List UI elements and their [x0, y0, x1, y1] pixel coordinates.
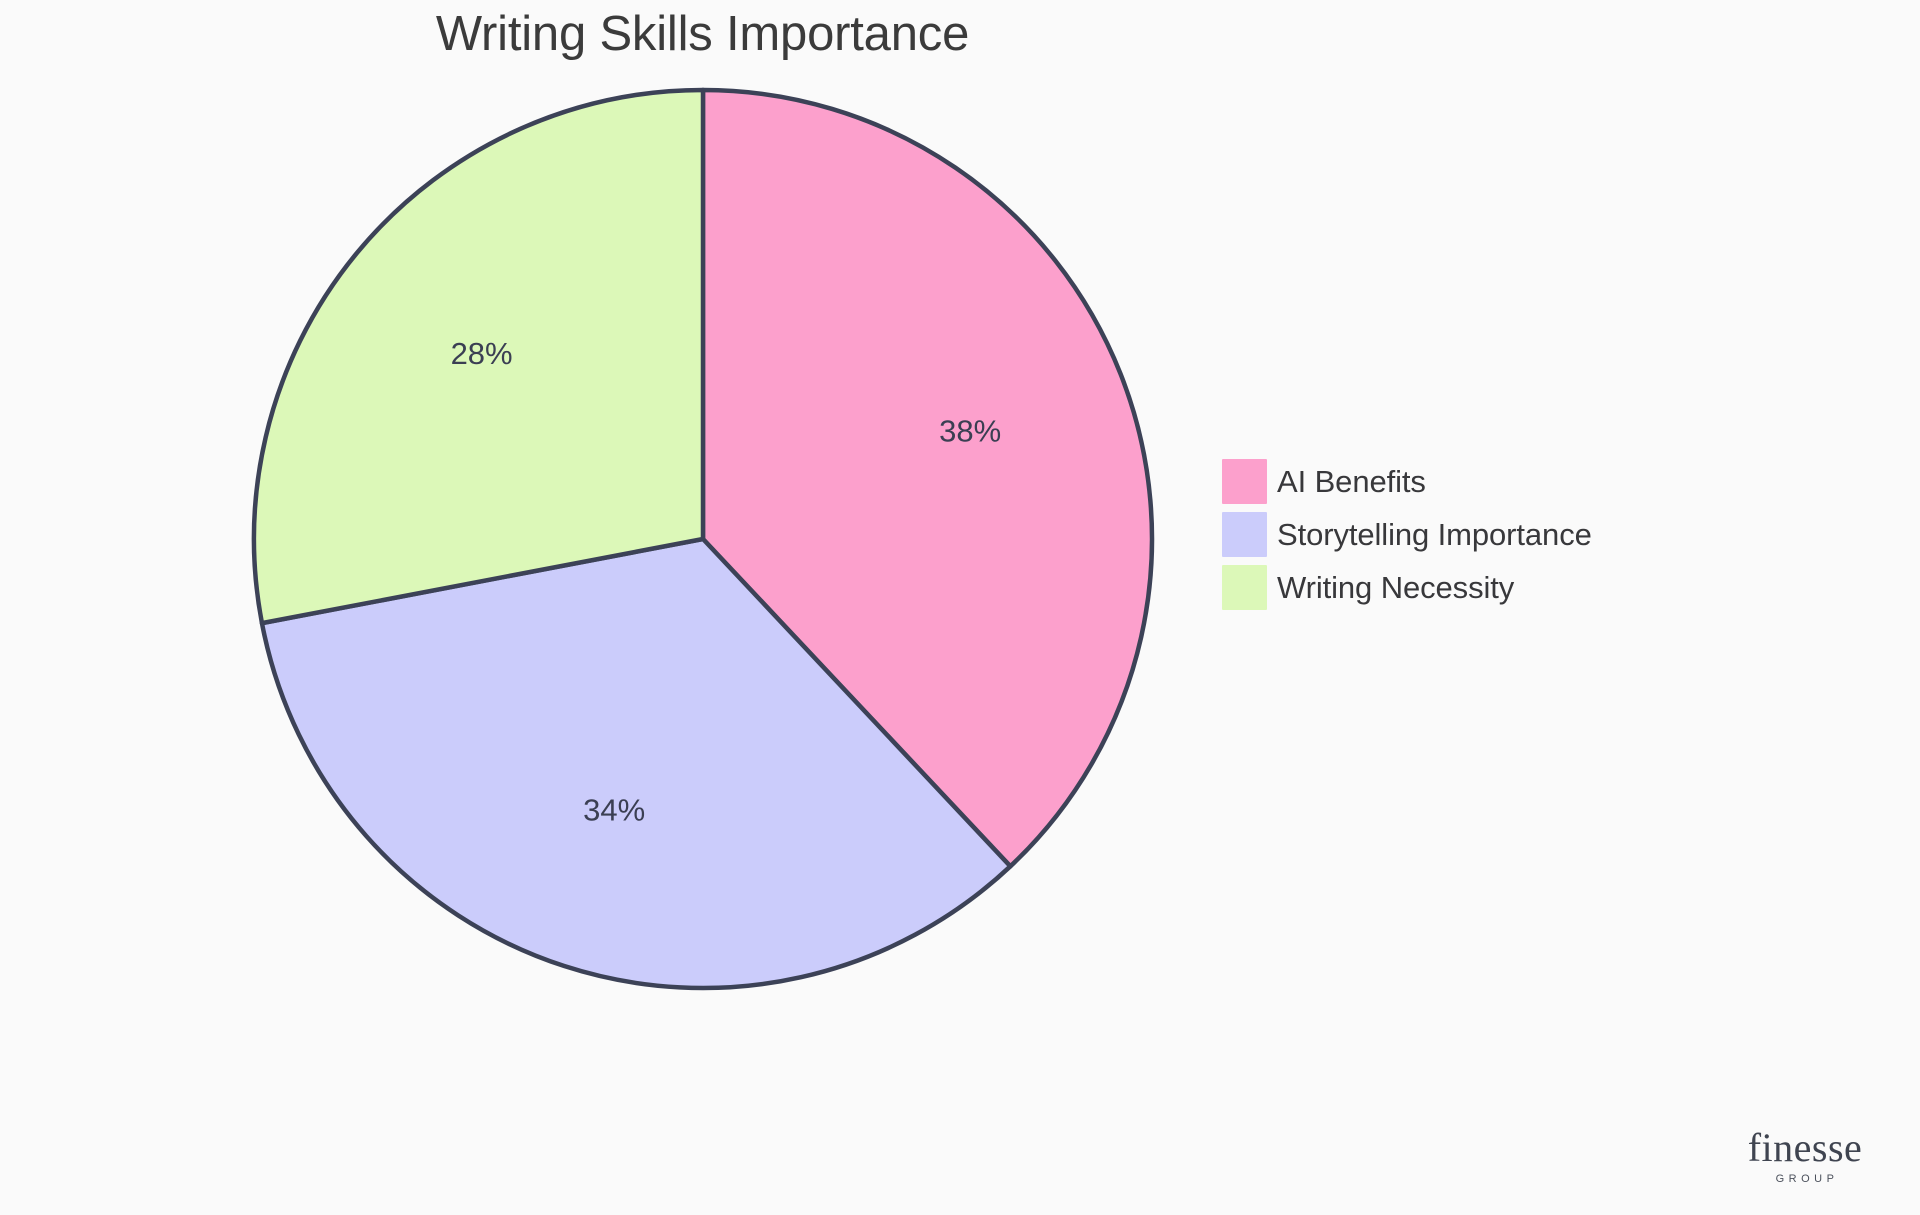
- legend-color-swatch: [1222, 459, 1267, 504]
- brand-logo: finesse GROUP: [1730, 1125, 1880, 1186]
- pie-slice-label: 28%: [451, 336, 513, 371]
- legend-item-label: AI Benefits: [1277, 463, 1426, 499]
- legend-item[interactable]: Writing Necessity: [1222, 561, 1592, 614]
- legend-item-label: Writing Necessity: [1277, 569, 1515, 605]
- page-title: Writing Skills Importance: [435, 7, 970, 61]
- legend-item[interactable]: AI Benefits: [1222, 455, 1592, 508]
- legend-item-label: Storytelling Importance: [1277, 516, 1592, 552]
- pie-slice-label: 34%: [583, 792, 645, 827]
- pie-slice-labels: 38% 34% 28%: [451, 336, 1002, 828]
- pie-slice[interactable]: [700, 87, 1155, 869]
- legend-color-swatch: [1222, 565, 1267, 610]
- chart-legend: AI Benefits Storytelling Importance Writin…: [1222, 455, 1592, 614]
- legend-item[interactable]: Storytelling Importance: [1222, 508, 1592, 561]
- pie-slice[interactable]: [259, 536, 1013, 991]
- pie-slices: [251, 87, 1155, 991]
- pie-slice[interactable]: [251, 87, 706, 626]
- pie-slice-label: 38%: [939, 413, 1001, 448]
- brand-wordmark: finesse: [1747, 1125, 1863, 1170]
- brand-subtext: GROUP: [1775, 1173, 1839, 1185]
- pie-chart: 38% 34% 28%: [250, 86, 1156, 992]
- legend-color-swatch: [1222, 512, 1267, 557]
- pie-chart-svg: 38% 34% 28%: [251, 87, 1155, 991]
